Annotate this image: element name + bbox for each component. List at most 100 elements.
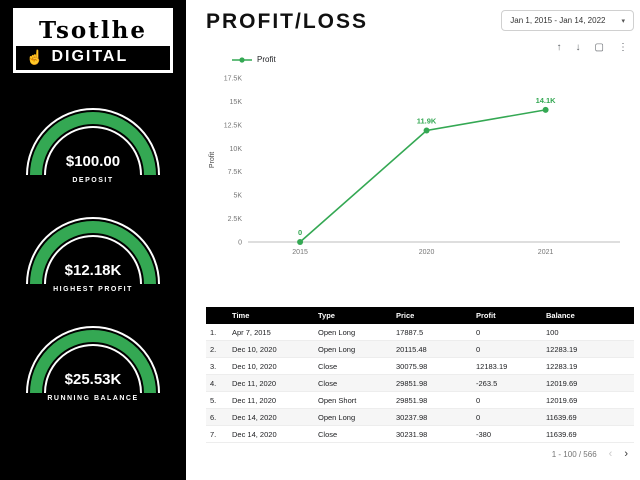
table-cell-time: Dec 14, 2020 bbox=[228, 408, 314, 426]
table-cell-profit: 0 bbox=[472, 324, 542, 341]
table-cell-profit: 12183.19 bbox=[472, 357, 542, 375]
gauge-label: HIGHEST PROFIT bbox=[53, 286, 133, 293]
chart-svg: 0 2.5K 5K 7.5K 10K 12.5K 15K 17.5K 2015 2020 2021 P… bbox=[209, 76, 620, 256]
date-range-value: Jan 1, 2015 - Jan 14, 2022 bbox=[510, 16, 606, 25]
table-cell-num: 3. bbox=[206, 357, 228, 375]
next-page-icon[interactable]: › bbox=[624, 448, 628, 460]
table-cell-type: Open Short bbox=[314, 391, 392, 409]
gauge-deposit: $100.00 DEPOSIT bbox=[13, 99, 173, 184]
table-cell-balance: 12019.69 bbox=[542, 374, 634, 392]
more-vert-icon[interactable]: ⋮ bbox=[618, 42, 628, 53]
svg-text:Profit: Profit bbox=[209, 152, 216, 168]
svg-text:2021: 2021 bbox=[538, 249, 554, 256]
svg-text:10K: 10K bbox=[230, 146, 243, 153]
table-header-cell: Profit bbox=[472, 307, 542, 324]
prev-page-icon[interactable]: ‹ bbox=[608, 448, 613, 460]
table-header-row: Time Type Price Profit Balance bbox=[206, 307, 634, 324]
table-cell-price: 20115.48 bbox=[392, 340, 472, 358]
table-cell-profit: 0 bbox=[472, 391, 542, 409]
table-cell-type: Open Long bbox=[314, 408, 392, 426]
gauge-label: DEPOSIT bbox=[72, 177, 114, 184]
logo-title: Tsotlhe bbox=[16, 11, 170, 46]
table-row: 2. Dec 10, 2020 Open Long 20115.48 0 12283.19 bbox=[206, 340, 634, 358]
arrow-up-icon[interactable]: ↑ bbox=[556, 42, 562, 53]
table-cell-time: Dec 11, 2020 bbox=[228, 374, 314, 392]
table-row: 1. Apr 7, 2015 Open Long 17887.5 0 100 bbox=[206, 324, 634, 341]
table-cell-balance: 11639.69 bbox=[542, 425, 634, 443]
table-cell-balance: 12283.19 bbox=[542, 357, 634, 375]
table-cell-balance: 100 bbox=[542, 324, 634, 341]
svg-text:2015: 2015 bbox=[292, 249, 308, 256]
table-cell-price: 30075.98 bbox=[392, 357, 472, 375]
table-cell-type: Open Long bbox=[314, 340, 392, 358]
table-header-cell: Price bbox=[392, 307, 472, 324]
table-cell-profit: -380 bbox=[472, 425, 542, 443]
table-cell-price: 30231.98 bbox=[392, 425, 472, 443]
table-cell-time: Dec 10, 2020 bbox=[228, 340, 314, 358]
table-header-cell bbox=[206, 307, 228, 324]
table-header: Time Type Price Profit Balance bbox=[206, 307, 634, 324]
arrow-down-icon[interactable]: ↓ bbox=[575, 42, 581, 53]
table-cell-num: 1. bbox=[206, 324, 228, 341]
main-panel: PROFIT/LOSS Jan 1, 2015 - Jan 14, 2022 ▾… bbox=[186, 0, 640, 480]
legend-marker-profit bbox=[232, 56, 252, 63]
chart-point-label: 14.1K bbox=[536, 96, 557, 105]
chart-toolbar: ↑ ↓ ▢ ⋮ bbox=[206, 42, 628, 53]
table-header-cell: Type bbox=[314, 307, 392, 324]
table-cell-type: Open Long bbox=[314, 324, 392, 341]
svg-text:17.5K: 17.5K bbox=[224, 76, 243, 83]
chart-point bbox=[423, 127, 430, 134]
table-cell-time: Dec 11, 2020 bbox=[228, 391, 314, 409]
table-cell-num: 2. bbox=[206, 340, 228, 358]
table-cell-time: Dec 10, 2020 bbox=[228, 357, 314, 375]
table-cell-price: 30237.98 bbox=[392, 408, 472, 426]
pagination: 1 - 100 / 566 ‹ › bbox=[206, 448, 634, 460]
table-row: 4. Dec 11, 2020 Close 29851.98 -263.5 12019.6… bbox=[206, 374, 634, 392]
gauge-value: $12.18K bbox=[64, 262, 122, 279]
table-cell-time: Apr 7, 2015 bbox=[228, 324, 314, 341]
svg-text:2020: 2020 bbox=[419, 249, 435, 256]
chart-legend: Profit bbox=[232, 55, 634, 64]
table-cell-profit: 0 bbox=[472, 340, 542, 358]
svg-text:12.5K: 12.5K bbox=[224, 122, 243, 129]
date-range-picker[interactable]: Jan 1, 2015 - Jan 14, 2022 ▾ bbox=[501, 10, 634, 31]
gauge-highest-profit: $12.18K HIGHEST PROFIT bbox=[13, 208, 173, 293]
svg-text:0: 0 bbox=[238, 240, 242, 247]
svg-text:15K: 15K bbox=[230, 99, 243, 106]
fullscreen-icon[interactable]: ▢ bbox=[594, 42, 604, 53]
table-row: 3. Dec 10, 2020 Close 30075.98 12183.19 12283… bbox=[206, 357, 634, 375]
table-row: 7. Dec 14, 2020 Close 30231.98 -380 11639.69 bbox=[206, 425, 634, 443]
logo: Tsotlhe ☝ DIGITAL bbox=[13, 8, 173, 73]
logo-subtitle: DIGITAL bbox=[51, 48, 129, 65]
table-cell-num: 7. bbox=[206, 425, 228, 443]
svg-text:7.5K: 7.5K bbox=[228, 169, 243, 176]
table-cell-num: 6. bbox=[206, 408, 228, 426]
table-cell-profit: -263.5 bbox=[472, 374, 542, 392]
table-cell-balance: 12283.19 bbox=[542, 340, 634, 358]
chart-point bbox=[297, 239, 304, 245]
table-header-cell: Balance bbox=[542, 307, 634, 324]
gauge-value: $100.00 bbox=[65, 153, 121, 170]
chart-point-label: 0 bbox=[298, 228, 302, 237]
page-title: PROFIT/LOSS bbox=[206, 10, 369, 33]
gauge-arc bbox=[26, 108, 160, 176]
hand-cursor-icon: ☝ bbox=[26, 48, 46, 65]
gauge-running-balance: $25.53K RUNNING BALANCE bbox=[13, 317, 173, 402]
table-body: 1. Apr 7, 2015 Open Long 17887.5 0 100 2. Dec 1… bbox=[206, 324, 634, 443]
table-cell-num: 4. bbox=[206, 374, 228, 392]
table-cell-type: Close bbox=[314, 374, 392, 392]
chevron-down-icon: ▾ bbox=[621, 17, 625, 25]
header: PROFIT/LOSS Jan 1, 2015 - Jan 14, 2022 ▾ bbox=[206, 10, 634, 34]
table-cell-type: Close bbox=[314, 425, 392, 443]
table-row: 6. Dec 14, 2020 Open Long 30237.98 0 11639.69 bbox=[206, 408, 634, 426]
profit-line-chart: 0 2.5K 5K 7.5K 10K 12.5K 15K 17.5K 2015 2020 2021 P… bbox=[206, 64, 634, 281]
gauge-arc bbox=[26, 326, 160, 394]
table-cell-time: Dec 14, 2020 bbox=[228, 425, 314, 443]
table-cell-type: Close bbox=[314, 357, 392, 375]
legend-label: Profit bbox=[257, 55, 276, 64]
pagination-range: 1 - 100 / 566 bbox=[551, 449, 597, 459]
gauge-label: RUNNING BALANCE bbox=[47, 395, 139, 402]
sidebar: Tsotlhe ☝ DIGITAL $100.00 DEPOSIT $12.18… bbox=[0, 0, 186, 480]
logo-subtitle-row: ☝ DIGITAL bbox=[16, 46, 170, 70]
table-cell-price: 29851.98 bbox=[392, 391, 472, 409]
